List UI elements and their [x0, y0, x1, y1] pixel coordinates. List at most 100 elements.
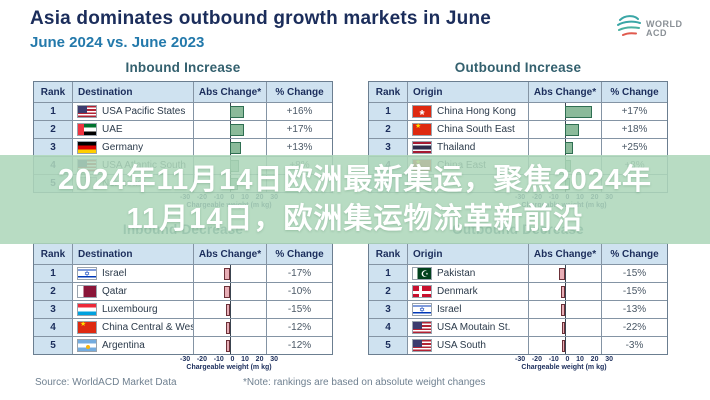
- zero-axis-line: [230, 283, 231, 300]
- axis-tick: -20: [196, 356, 207, 363]
- outbound-decrease-table: Rank Origin Abs Change* % Change 1 Pakis…: [368, 243, 668, 355]
- origin-label: China Hong Kong: [437, 106, 516, 117]
- zero-axis-line: [230, 301, 231, 318]
- table-row: 3 Israel -13%: [369, 300, 667, 318]
- origin-cell: Thailand: [407, 139, 528, 156]
- abs-change-bar: [560, 303, 565, 316]
- zero-axis-line: [565, 283, 566, 300]
- rank-cell: 3: [34, 139, 72, 156]
- country-flag-icon: [77, 339, 97, 352]
- destination-cell: Israel: [72, 265, 193, 282]
- abs-change-cell: [193, 139, 266, 156]
- source-attribution: Source: WorldACD Market Data: [35, 377, 177, 388]
- axis-ticks: -30 -20 -10 0 10 20 30: [180, 356, 278, 363]
- table-row: 1 China Hong Kong +17%: [369, 102, 667, 120]
- worldacd-logo: WORLD ACD: [614, 12, 683, 45]
- rank-cell: 4: [369, 319, 407, 336]
- abs-change-cell: [193, 301, 266, 318]
- abs-change-cell: [193, 121, 266, 138]
- destination-label: Argentina: [102, 340, 145, 351]
- destination-cell: Germany: [72, 139, 193, 156]
- abs-change-cell: [528, 139, 601, 156]
- rank-cell: 2: [34, 121, 72, 138]
- country-flag-icon: [77, 123, 97, 136]
- table-header-row: Rank Destination Abs Change* % Change: [34, 82, 332, 102]
- axis-tick: 10: [576, 356, 584, 363]
- country-flag-icon: [77, 267, 97, 280]
- zero-axis-line: [230, 337, 231, 354]
- country-flag-icon: [77, 285, 97, 298]
- abs-change-cell: [528, 121, 601, 138]
- axis-tick: 10: [241, 356, 249, 363]
- page-title: Asia dominates outbound growth markets i…: [30, 8, 492, 29]
- destination-label: UAE: [102, 124, 123, 135]
- axis-tick: 30: [270, 356, 278, 363]
- table-row: 3 Thailand +25%: [369, 138, 667, 156]
- logo-text: WORLD ACD: [646, 18, 683, 38]
- country-flag-icon: [412, 321, 432, 334]
- rank-cell: 3: [34, 301, 72, 318]
- rank-cell: 3: [369, 301, 407, 318]
- origin-label: USA South: [437, 340, 486, 351]
- zero-axis-line: [230, 319, 231, 336]
- axis-tick: -20: [531, 356, 542, 363]
- logo-word-world: WORLD: [646, 18, 683, 29]
- abs-change-cell: [528, 103, 601, 120]
- country-flag-icon: [412, 303, 432, 316]
- axis-tick: -10: [213, 356, 224, 363]
- destination-cell: Qatar: [72, 283, 193, 300]
- zero-axis-line: [565, 265, 566, 282]
- rank-cell: 5: [34, 337, 72, 354]
- col-header-pct-change: % Change: [266, 82, 332, 102]
- pct-change-cell: -15%: [266, 301, 332, 318]
- destination-label: Qatar: [102, 286, 128, 297]
- abs-change-cell: [528, 283, 601, 300]
- table-row: 5 Argentina -12%: [34, 336, 332, 354]
- inbound-decrease-section: Inbound Decrease Rank Destination Abs Ch…: [33, 222, 333, 371]
- abs-change-bar: [560, 285, 565, 298]
- abs-change-cell: [528, 301, 601, 318]
- destination-cell: China Central & West: [72, 319, 193, 336]
- axis-tick: 20: [590, 356, 599, 363]
- origin-label: Thailand: [437, 142, 476, 153]
- pct-change-cell: -12%: [266, 337, 332, 354]
- country-flag-icon: [77, 303, 97, 316]
- origin-cell: USA South: [407, 337, 528, 354]
- table-row: 1 Pakistan -15%: [369, 264, 667, 282]
- col-header-origin: Origin: [407, 82, 528, 102]
- col-header-abs-change: Abs Change*: [528, 82, 601, 102]
- rank-cell: 2: [34, 283, 72, 300]
- globe-swirl-icon: [614, 12, 642, 45]
- rank-cell: 1: [34, 265, 72, 282]
- table-header-row: Rank Destination Abs Change* % Change: [34, 244, 332, 264]
- origin-label: China South East: [437, 124, 515, 135]
- table-row: 3 Germany +13%: [34, 138, 332, 156]
- col-header-rank: Rank: [40, 86, 66, 98]
- abs-change-bar: [225, 303, 230, 316]
- banner-line-1: 2024年11月14日欧洲最新集运，聚焦2024年: [58, 163, 652, 196]
- abs-change-bar: [225, 321, 230, 334]
- col-header-abs-change: Abs Change*: [193, 82, 266, 102]
- table-row: 2 China South East +18%: [369, 120, 667, 138]
- chinese-banner-overlay: 2024年11月14日欧洲最新集运，聚焦2024年 11月14日，欧洲集运物流革…: [0, 155, 710, 244]
- destination-label: China Central & West: [102, 322, 193, 333]
- col-header-rank: Rank: [40, 248, 66, 260]
- col-header-abs-change: Abs Change*: [193, 244, 266, 264]
- country-flag-icon: [412, 122, 432, 136]
- abs-change-bar: [559, 267, 565, 280]
- abs-change-cell: [528, 265, 601, 282]
- rank-cell: 4: [34, 319, 72, 336]
- zero-axis-line: [565, 337, 566, 354]
- pct-change-cell: +25%: [601, 139, 667, 156]
- destination-cell: Argentina: [72, 337, 193, 354]
- country-flag-icon: [412, 105, 432, 118]
- logo-word-acd: ACD: [646, 27, 667, 38]
- abs-change-bar: [224, 285, 230, 298]
- pct-change-cell: +17%: [266, 121, 332, 138]
- abs-change-bar: [565, 123, 579, 136]
- table-row: 1 Israel -17%: [34, 264, 332, 282]
- origin-cell: China South East: [407, 121, 528, 138]
- col-header-pct-change: % Change: [266, 244, 332, 264]
- abs-change-bar: [562, 339, 565, 352]
